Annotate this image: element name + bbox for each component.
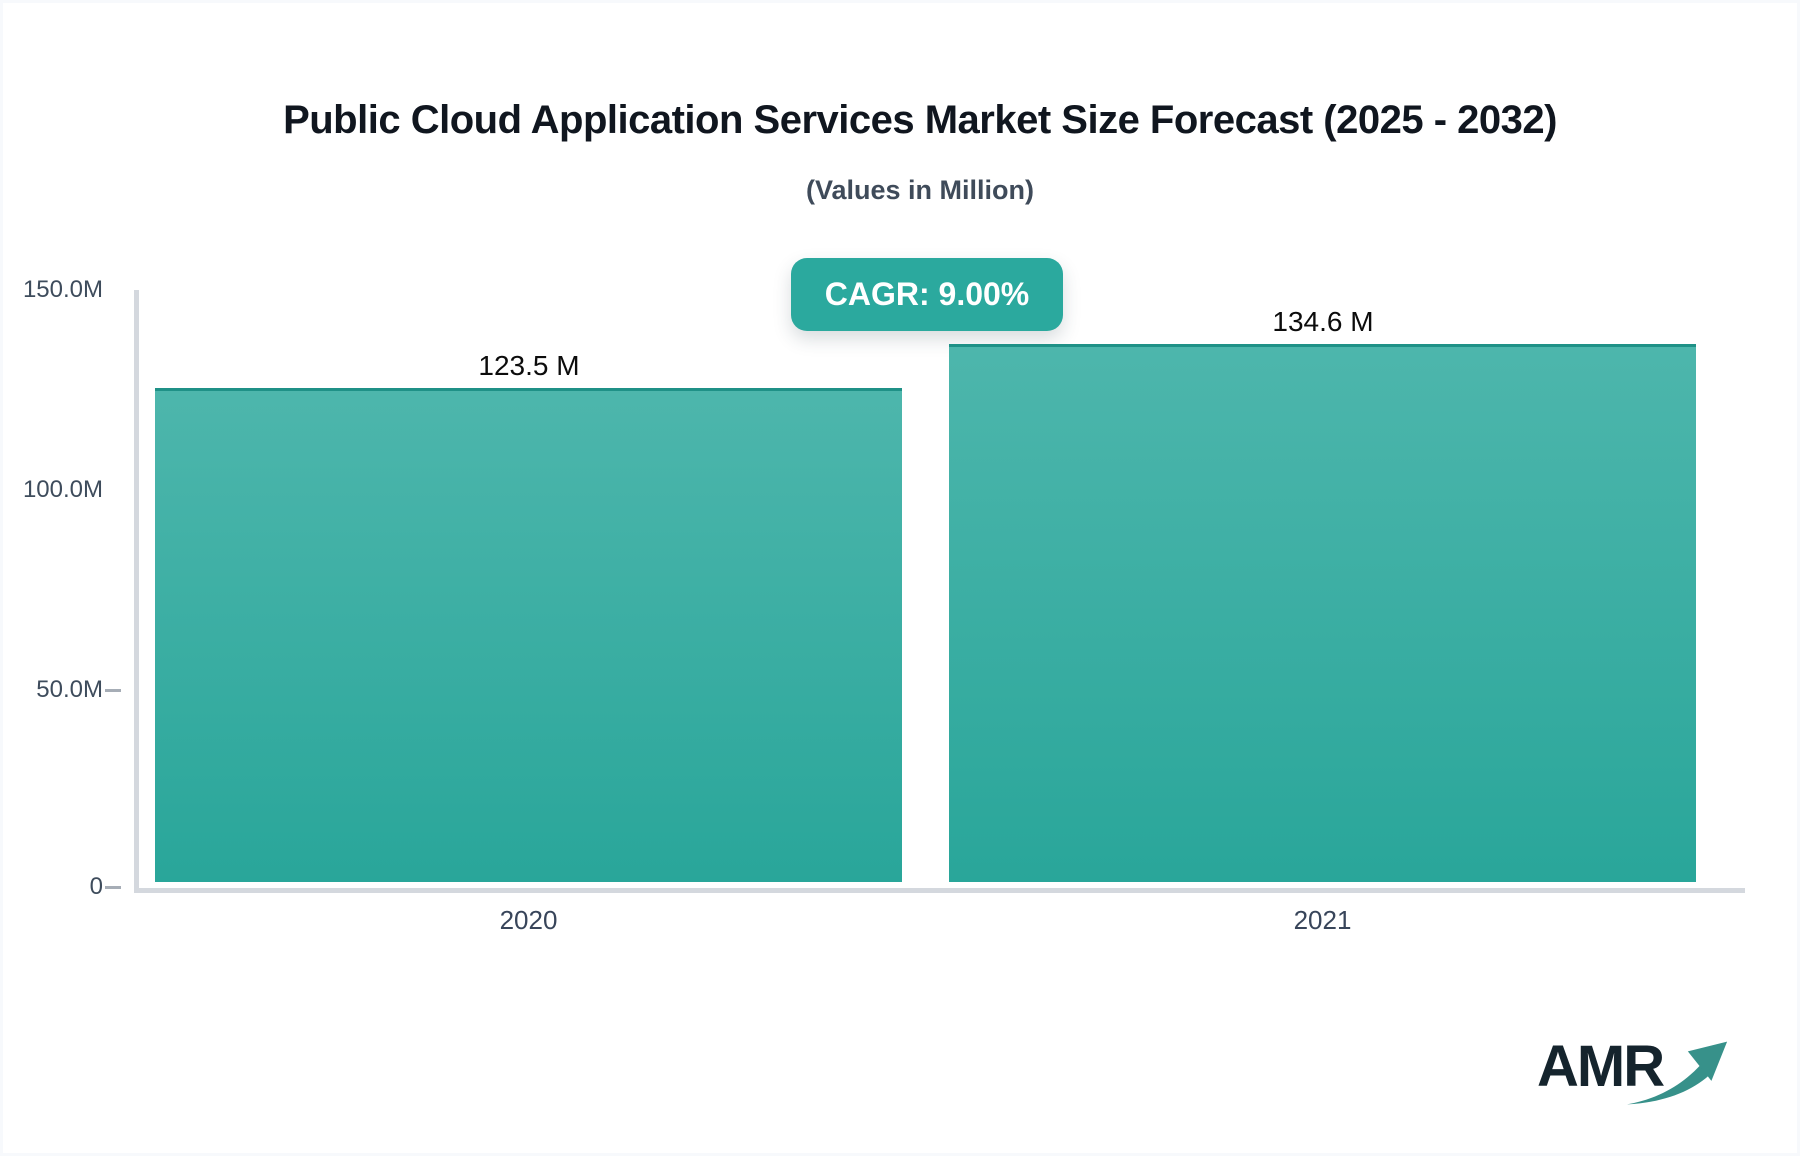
bar-2020: [155, 388, 902, 882]
y-tick-mark-50: [105, 689, 121, 692]
bar-2021: [949, 343, 1696, 882]
bar-value-label-2020: 123.5 M: [478, 350, 580, 381]
y-tick-label-0: 0: [89, 873, 103, 900]
amr-logo-text: AMR: [1537, 1034, 1665, 1099]
chart-subtitle: (Values in Million): [805, 175, 1035, 205]
x-category-2021: 2021: [1293, 905, 1352, 935]
cagr-badge-label: CAGR: 9.00%: [824, 276, 1030, 312]
y-tick-label-50: 50.0M: [36, 676, 103, 703]
y-tick-mark-0: [105, 886, 121, 889]
y-axis-line: [134, 290, 139, 893]
chart-title: Public Cloud Application Services Market…: [283, 98, 1557, 142]
growth-arrow-icon: [1626, 1041, 1728, 1105]
x-axis-line: [134, 888, 1745, 893]
amr-logo: AMR: [1537, 1033, 1728, 1117]
y-tick-label-100: 100.0M: [22, 476, 103, 503]
bar-value-label-2021: 134.6 M: [1272, 305, 1374, 337]
cagr-badge: CAGR: 9.00%: [791, 258, 1063, 331]
y-tick-label-150: 150.0M: [22, 276, 103, 303]
x-category-2020: 2020: [499, 905, 558, 935]
